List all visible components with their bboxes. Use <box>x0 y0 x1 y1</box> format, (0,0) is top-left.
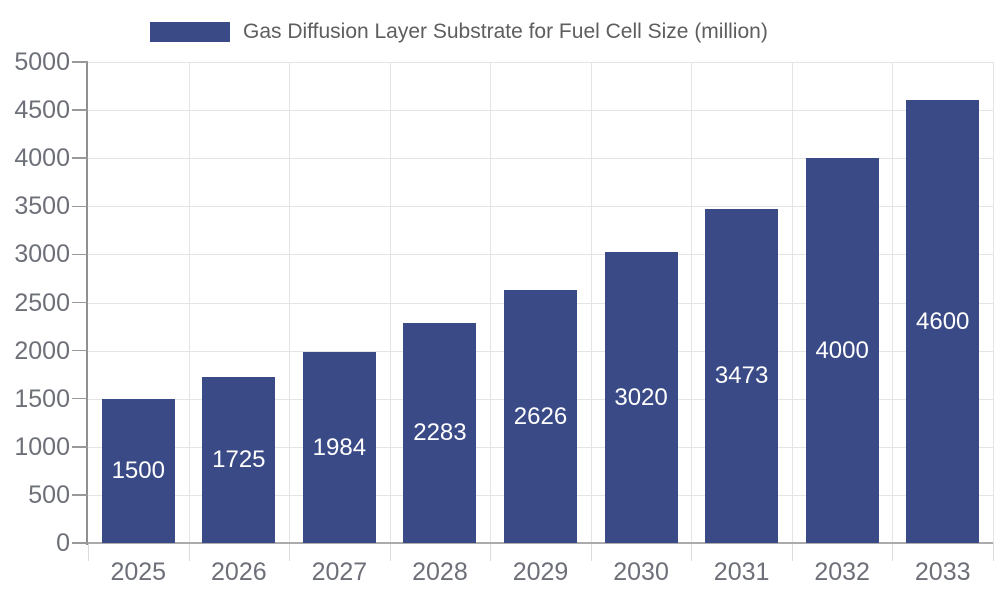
y-axis-tick <box>72 205 88 208</box>
legend-label[interactable]: Gas Diffusion Layer Substrate for Fuel C… <box>243 20 768 43</box>
y-tick-label: 1000 <box>14 432 70 461</box>
gridline-horizontal <box>88 62 993 63</box>
x-tick-label: 2026 <box>211 558 267 586</box>
plot-area: 1500 1725 1984 2283 2626 3020 3473 4000 4600 <box>86 62 994 561</box>
y-tick-label: 3000 <box>14 240 70 269</box>
bar[interactable]: 3020 <box>604 252 678 543</box>
x-axis-tick <box>892 543 894 561</box>
y-tick-label: 2500 <box>14 288 70 317</box>
x-tick-label: 2030 <box>613 558 669 586</box>
bar-value-label: 1725 <box>212 446 266 474</box>
gridline-horizontal <box>88 110 993 112</box>
x-tick-label: 2032 <box>814 558 870 586</box>
y-axis-tick <box>72 157 88 159</box>
bar-value-label: 4600 <box>916 307 970 335</box>
y-tick-label: 4500 <box>14 96 70 125</box>
bar[interactable]: 1725 <box>202 377 276 543</box>
bar[interactable]: 3473 <box>705 208 779 543</box>
gridline-horizontal <box>88 158 993 160</box>
y-axis-tick <box>72 61 88 63</box>
x-tick-label: 2028 <box>412 558 468 586</box>
bar-value-label: 4000 <box>815 336 869 364</box>
bar[interactable]: 4600 <box>906 100 980 543</box>
y-axis-line <box>86 62 88 545</box>
y-axis-tick <box>72 542 88 544</box>
bar-value-label: 2626 <box>513 402 568 430</box>
y-axis-tick <box>72 494 88 496</box>
x-axis-tick <box>490 543 492 561</box>
legend-swatch[interactable] <box>150 22 230 42</box>
gridline-vertical <box>188 62 190 543</box>
y-tick-label: 5000 <box>14 48 70 76</box>
x-axis-tick <box>289 543 291 561</box>
gridline-vertical <box>993 62 994 543</box>
bar[interactable]: 1500 <box>101 398 175 543</box>
x-axis-line <box>86 542 993 544</box>
x-axis-tick <box>791 543 793 561</box>
gridline-horizontal <box>88 206 993 208</box>
x-tick-label: 2029 <box>512 558 569 586</box>
bar[interactable]: 1984 <box>302 352 376 543</box>
x-tick-label: 2033 <box>914 558 971 586</box>
gridline-vertical <box>389 62 391 543</box>
bar-value-label: 2283 <box>413 419 467 447</box>
x-tick-label: 2025 <box>110 558 167 586</box>
y-axis-tick <box>72 301 88 304</box>
gridline-vertical <box>892 62 894 543</box>
gridline-vertical <box>490 62 492 543</box>
x-axis-tick <box>188 543 190 561</box>
bar[interactable]: 2283 <box>403 323 477 543</box>
gridline-horizontal <box>88 254 993 256</box>
bar-value-label: 3473 <box>714 361 769 389</box>
y-tick-label: 0 <box>56 529 70 557</box>
y-axis-tick <box>72 446 88 448</box>
x-axis-tick <box>691 543 693 561</box>
bar[interactable]: 4000 <box>805 158 879 543</box>
y-tick-label: 4000 <box>14 144 70 173</box>
gridline-vertical <box>590 62 592 543</box>
y-axis-tick <box>72 253 88 256</box>
y-tick-label: 500 <box>28 480 70 509</box>
bar[interactable]: 2626 <box>504 290 577 543</box>
x-axis-tick <box>389 543 391 561</box>
bar-value-label: 1500 <box>111 456 165 484</box>
x-tick-label: 2031 <box>713 558 770 586</box>
gridline-vertical <box>289 62 291 543</box>
gridline-vertical <box>791 62 793 543</box>
y-tick-label: 1500 <box>14 384 70 413</box>
x-axis-tick <box>590 543 592 561</box>
y-axis-tick <box>72 397 88 400</box>
y-tick-label: 2000 <box>14 336 70 365</box>
bar-value-label: 1984 <box>312 433 367 461</box>
legend[interactable]: Gas Diffusion Layer Substrate for Fuel C… <box>150 20 768 44</box>
x-tick-label: 2027 <box>311 558 368 586</box>
x-axis-tick <box>993 543 994 561</box>
gridline-vertical <box>691 62 693 543</box>
y-axis-tick <box>72 109 88 111</box>
y-axis-tick <box>72 349 88 352</box>
y-tick-label: 3500 <box>14 192 70 221</box>
x-axis-tick <box>88 543 89 561</box>
bar-value-label: 3020 <box>614 383 668 411</box>
